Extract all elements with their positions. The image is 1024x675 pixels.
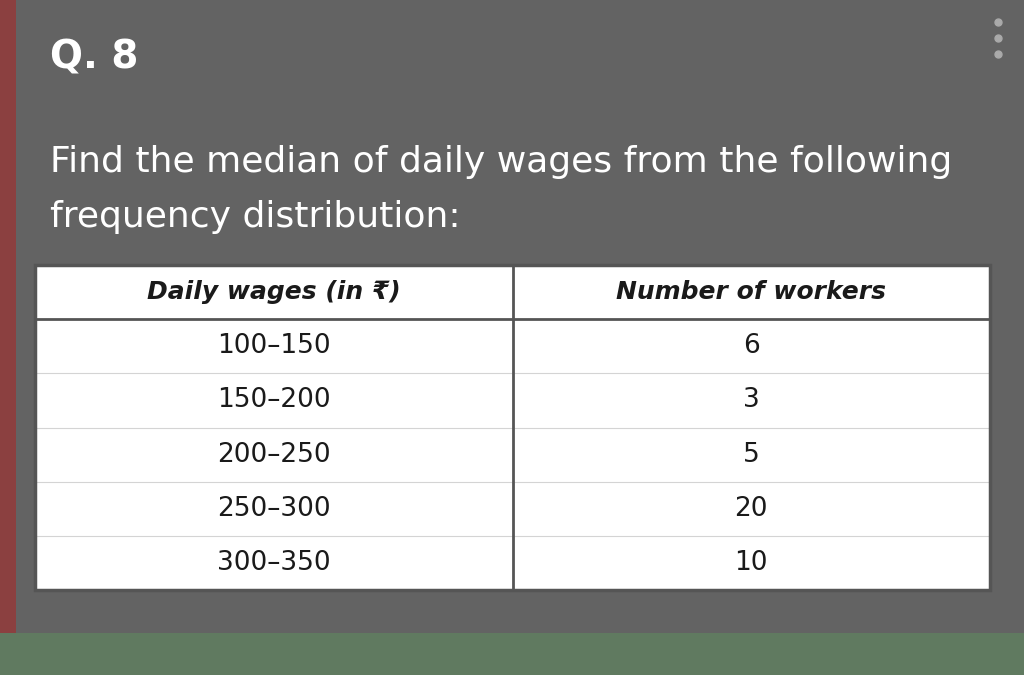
Text: 5: 5 (742, 441, 760, 468)
Text: 250–300: 250–300 (217, 495, 331, 522)
Bar (0, 633, 1024, 675)
Text: 10: 10 (734, 550, 768, 576)
Text: Daily wages (in ₹): Daily wages (in ₹) (146, 280, 400, 304)
Text: 150–200: 150–200 (217, 387, 331, 413)
Text: Q. 8: Q. 8 (50, 38, 138, 76)
Text: 20: 20 (734, 495, 768, 522)
Text: 200–250: 200–250 (217, 441, 331, 468)
Bar (0, 0, 16, 633)
Text: 6: 6 (742, 333, 760, 359)
Bar (35, 265, 990, 590)
Text: Number of workers: Number of workers (616, 280, 886, 304)
Text: 100–150: 100–150 (217, 333, 331, 359)
Text: 300–350: 300–350 (217, 550, 331, 576)
Text: Find the median of daily wages from the following: Find the median of daily wages from the … (50, 145, 952, 179)
Text: frequency distribution:: frequency distribution: (50, 200, 461, 234)
Text: 3: 3 (742, 387, 760, 413)
